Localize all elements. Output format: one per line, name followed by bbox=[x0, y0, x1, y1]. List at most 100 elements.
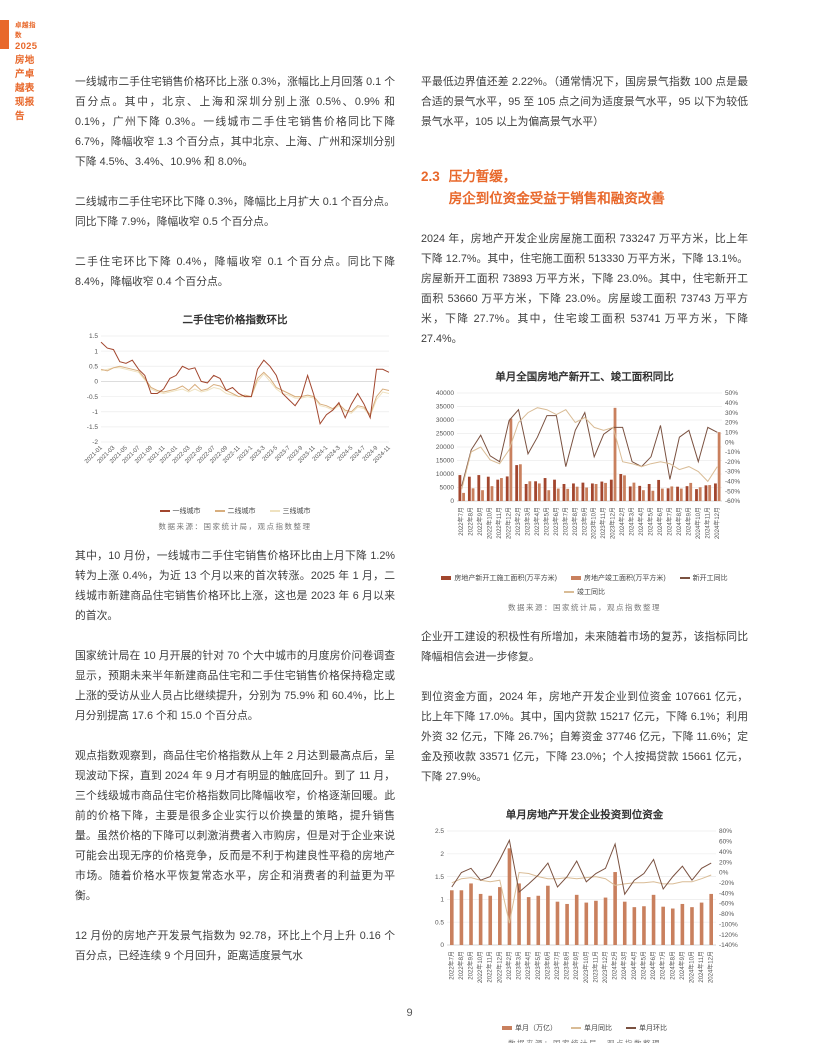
right-column: 平最低边界值还差 2.22%。（通常情况下，国房景气指数 100 点是最合适的景… bbox=[421, 72, 748, 1043]
svg-text:2024年7月: 2024年7月 bbox=[665, 507, 673, 536]
legend-swatch-line bbox=[159, 510, 170, 512]
svg-text:2022年9月: 2022年9月 bbox=[467, 951, 475, 980]
paragraph: 2024 年，房地产开发企业房屋施工面积 733247 万平方米，比上年下降 1… bbox=[421, 233, 748, 346]
svg-text:2024年6月: 2024年6月 bbox=[649, 951, 657, 980]
svg-text:80%: 80% bbox=[719, 828, 732, 835]
legend-label: 单月（万亿） bbox=[515, 1025, 557, 1033]
svg-text:2023年3月: 2023年3月 bbox=[515, 951, 523, 980]
svg-text:2022年8月: 2022年8月 bbox=[467, 507, 475, 536]
svg-text:-60%: -60% bbox=[725, 498, 740, 505]
svg-text:2022年11月: 2022年11月 bbox=[486, 951, 494, 983]
legend-item: 竣工同比 bbox=[564, 587, 605, 597]
paragraph: 国家统计局在 10 月开展的针对 70 个大中城市的月度房价问卷调查显示，预期未… bbox=[75, 650, 395, 722]
svg-text:-40%: -40% bbox=[719, 891, 734, 898]
svg-text:2024年10月: 2024年10月 bbox=[694, 507, 702, 539]
svg-text:2022年12月: 2022年12月 bbox=[495, 951, 503, 983]
svg-text:2024年5月: 2024年5月 bbox=[639, 951, 647, 980]
svg-text:2022年11月: 2022年11月 bbox=[495, 507, 503, 539]
brand-accent-bar bbox=[0, 20, 9, 49]
svg-text:2024年12月: 2024年12月 bbox=[713, 507, 721, 539]
svg-text:35000: 35000 bbox=[436, 404, 454, 411]
svg-text:1: 1 bbox=[440, 897, 444, 904]
svg-text:2024年3月: 2024年3月 bbox=[628, 507, 636, 536]
legend-item: 房地产新开工施工面积(万平方米) bbox=[441, 573, 557, 583]
legend-item: 房地产竣工面积(万平方米) bbox=[571, 573, 666, 583]
paragraph: 其中，10 月份，一线城市二手住宅销售价格环比由上月下降 1.2% 转为上涨 0… bbox=[75, 550, 395, 622]
svg-text:2023年9月: 2023年9月 bbox=[580, 507, 588, 536]
svg-text:2024年8月: 2024年8月 bbox=[675, 507, 683, 536]
svg-text:40000: 40000 bbox=[436, 390, 454, 397]
svg-text:60%: 60% bbox=[719, 839, 732, 846]
svg-text:2023年10月: 2023年10月 bbox=[590, 507, 598, 539]
svg-text:2024年9月: 2024年9月 bbox=[678, 951, 686, 980]
svg-text:-1.5: -1.5 bbox=[87, 424, 99, 431]
chart-secondhand-price-index: 二手住宅价格指数环比 -2 -1.5 -1 -0.5 0 0.5 1 1.5 2021-01 20… bbox=[75, 312, 395, 532]
svg-text:-60%: -60% bbox=[719, 901, 734, 908]
paragraph: 平最低边界值还差 2.22%。（通常情况下，国房景气指数 100 点是最合适的景… bbox=[421, 76, 748, 128]
paragraph: 二手住宅环比下降 0.4%，降幅收窄 0.1 个百分点。同比下降 8.4%，降幅… bbox=[75, 256, 395, 288]
svg-text:2023年12月: 2023年12月 bbox=[609, 507, 617, 539]
svg-text:0.5: 0.5 bbox=[435, 920, 444, 927]
legend-swatch-bar bbox=[571, 576, 581, 581]
svg-text:2024年11月: 2024年11月 bbox=[703, 507, 711, 539]
svg-text:50%: 50% bbox=[725, 390, 738, 397]
svg-text:2023年5月: 2023年5月 bbox=[542, 507, 550, 536]
svg-text:1: 1 bbox=[94, 348, 98, 355]
chart-legend: 单月（万亿） 单月同比 单月环比 bbox=[421, 1023, 748, 1033]
brand-text: 卓越指数 2025 房地产卓越表现报告 bbox=[15, 19, 37, 122]
brand-title-label: 2025 房地产卓越表现报告 bbox=[15, 41, 38, 122]
svg-text:2023年11月: 2023年11月 bbox=[591, 951, 599, 983]
svg-text:2023年6月: 2023年6月 bbox=[552, 507, 560, 536]
legend-item: 单月环比 bbox=[626, 1023, 667, 1033]
svg-text:-80%: -80% bbox=[719, 911, 734, 918]
paragraph: 观点指数观察到，商品住宅价格指数从上年 2 月达到最高点后，呈现波动下探，直到 … bbox=[75, 750, 395, 902]
legend-item: 一线城市 bbox=[159, 506, 201, 516]
svg-text:2022年10月: 2022年10月 bbox=[486, 507, 494, 539]
svg-text:20000: 20000 bbox=[436, 444, 454, 451]
svg-text:2022年10月: 2022年10月 bbox=[476, 951, 484, 983]
legend-label: 房地产竣工面积(万平方米) bbox=[584, 575, 666, 583]
svg-text:2022年8月: 2022年8月 bbox=[457, 951, 465, 980]
svg-text:2023年2月: 2023年2月 bbox=[505, 951, 513, 980]
svg-text:2023年6月: 2023年6月 bbox=[543, 951, 551, 980]
combo-chart-svg: 0 0.5 1 1.5 2 2.5 -140% -120% -100% -80% -60% -40% -… bbox=[435, 828, 738, 983]
legend-swatch-line bbox=[214, 510, 225, 512]
svg-text:2024年4月: 2024年4月 bbox=[630, 951, 638, 980]
svg-text:2024年3月: 2024年3月 bbox=[620, 951, 628, 980]
svg-text:1.5: 1.5 bbox=[89, 333, 98, 340]
section-title: 压力暂缓， 房企到位资金受益于销售和融资改善 bbox=[448, 169, 665, 206]
legend-swatch-line bbox=[679, 577, 690, 579]
legend-label: 三线城市 bbox=[282, 508, 311, 515]
svg-text:-10%: -10% bbox=[725, 449, 740, 456]
svg-text:-140%: -140% bbox=[719, 942, 738, 949]
svg-text:0%: 0% bbox=[725, 439, 735, 446]
svg-text:0.5: 0.5 bbox=[89, 363, 98, 370]
svg-text:-100%: -100% bbox=[719, 922, 738, 929]
legend-label: 二线城市 bbox=[227, 508, 256, 515]
legend-label: 新开工同比 bbox=[692, 575, 728, 583]
legend-label: 单月同比 bbox=[584, 1025, 612, 1033]
svg-text:-2: -2 bbox=[92, 439, 98, 446]
paragraph: 二线城市二手住宅环比下降 0.3%，降幅比上月扩大 0.1 个百分点。同比下降 … bbox=[75, 196, 395, 228]
svg-text:2024年9月: 2024年9月 bbox=[684, 507, 692, 536]
svg-text:2023年10月: 2023年10月 bbox=[582, 951, 590, 983]
legend-label: 一线城市 bbox=[172, 508, 201, 515]
legend-swatch-line bbox=[626, 1027, 636, 1029]
legend-item: 二线城市 bbox=[214, 506, 256, 516]
chart-source: 数据来源：国家统计局，观点指数整理 bbox=[421, 1038, 748, 1043]
svg-text:2023年11月: 2023年11月 bbox=[599, 507, 607, 539]
page-number: 9 bbox=[406, 1007, 413, 1019]
svg-text:2024年12月: 2024年12月 bbox=[707, 951, 715, 983]
svg-text:20%: 20% bbox=[719, 859, 732, 866]
svg-text:-40%: -40% bbox=[725, 479, 740, 486]
svg-text:0: 0 bbox=[94, 379, 98, 386]
svg-text:0: 0 bbox=[450, 498, 454, 505]
svg-text:2022年12月: 2022年12月 bbox=[505, 507, 513, 539]
svg-text:2023年7月: 2023年7月 bbox=[561, 507, 569, 536]
svg-text:-1: -1 bbox=[92, 409, 98, 416]
legend-label: 房地产新开工施工面积(万平方米) bbox=[454, 575, 557, 583]
svg-text:2023年2月: 2023年2月 bbox=[514, 507, 522, 536]
svg-text:0%: 0% bbox=[719, 870, 729, 877]
svg-text:2024年7月: 2024年7月 bbox=[659, 951, 667, 980]
